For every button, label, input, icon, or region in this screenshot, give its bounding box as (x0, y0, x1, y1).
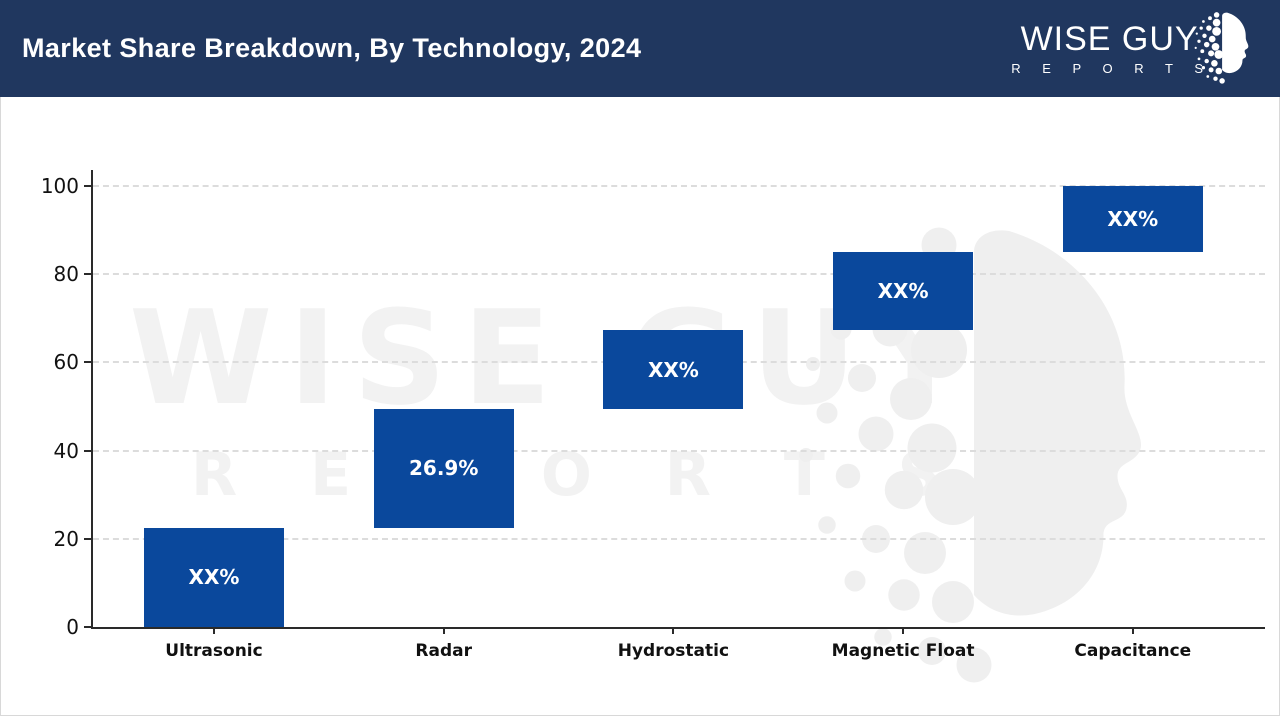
x-axis-tick (1131, 627, 1134, 634)
y-tick-label: 80 (53, 262, 79, 287)
header: Market Share Breakdown, By Technology, 2… (0, 0, 1280, 97)
page-title: Market Share Breakdown, By Technology, 2… (22, 33, 642, 63)
y-axis-tick (84, 537, 91, 540)
logo-wordmark: WISE GUY (1020, 20, 1199, 58)
x-tick-label: Radar (415, 641, 472, 661)
bar-value-label: XX% (647, 357, 699, 382)
y-axis-tick (84, 449, 91, 452)
gridline (93, 537, 1265, 540)
y-axis-tick (84, 626, 91, 628)
y-axis-tick (84, 185, 91, 187)
y-tick-label: 20 (53, 526, 79, 551)
bar-value-label: XX% (1107, 207, 1159, 232)
y-tick-label: 0 (66, 615, 79, 639)
watermark-wordmark: WISE GUY (129, 282, 983, 434)
x-axis-tick (213, 627, 215, 634)
logo-text: WISE GUY R E P O R T S (1007, 22, 1212, 75)
bar-Magnetic Float: XX% (833, 252, 974, 331)
chart-area: WISE GUY R E P O R T S 0 20 40 60 80 100 XX% Ul… (0, 97, 1280, 716)
watermark-subtitle: R E P O R T S (191, 440, 967, 510)
x-tick-label: Ultrasonic (165, 641, 263, 661)
dotted-head-logo-icon (1188, 10, 1254, 88)
bar-value-label: XX% (188, 565, 240, 590)
wise-guy-logo: WISE GUY R E P O R T S (1007, 10, 1254, 88)
gridline (93, 273, 1265, 276)
bar-value-label: XX% (877, 279, 929, 304)
logo-subtitle: R E P O R T S (1011, 61, 1212, 76)
x-tick-label: Capacitance (1074, 641, 1192, 661)
x-tick-label: Magnetic Float (831, 641, 975, 661)
bar-Ultrasonic: XX% (144, 527, 284, 627)
y-axis-tick (84, 273, 91, 276)
y-axis-tick (84, 361, 91, 364)
bar-Radar: 26.9% (373, 409, 514, 528)
plot-area: 0 20 40 60 80 100 XX% Ultrasonic 26.9% Radar XX% Hy… (41, 170, 1265, 661)
x-axis-tick (672, 627, 675, 634)
bar-Hydrostatic: XX% (603, 330, 744, 410)
x-axis-tick (902, 627, 905, 634)
x-axis-tick (442, 627, 445, 634)
y-tick-label: 60 (53, 350, 79, 375)
y-tick-label: 100 (40, 174, 79, 198)
gridline (93, 449, 1265, 452)
bar-value-label: 26.9% (408, 456, 479, 481)
bar-Capacitance: XX% (1062, 186, 1203, 253)
x-tick-label: Hydrostatic (617, 641, 730, 661)
gridline (93, 185, 1265, 187)
y-tick-label: 40 (53, 438, 79, 463)
